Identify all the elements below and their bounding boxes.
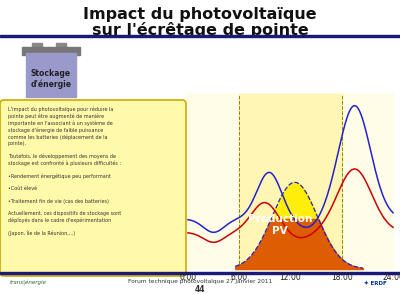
Bar bbox=[239, 94, 342, 269]
Text: Impact du photovoltaïque: Impact du photovoltaïque bbox=[83, 8, 317, 23]
Text: sur l'écrêtage de pointe: sur l'écrêtage de pointe bbox=[92, 22, 308, 38]
Bar bbox=[188, 94, 393, 269]
Text: 44: 44 bbox=[195, 285, 205, 293]
Bar bbox=[188, 94, 393, 269]
Text: trans|énergie: trans|énergie bbox=[10, 280, 46, 286]
Text: 12:00: 12:00 bbox=[280, 273, 301, 281]
FancyBboxPatch shape bbox=[0, 100, 186, 276]
Bar bbox=[56, 43, 66, 49]
Text: 0:00: 0:00 bbox=[180, 273, 196, 281]
Bar bbox=[32, 43, 42, 49]
Text: Stockage
d'énergie: Stockage d'énergie bbox=[30, 69, 72, 89]
Text: L'impact du photovoltaïque pour réduire la
pointe peut être augmenté de manière
: L'impact du photovoltaïque pour réduire … bbox=[8, 107, 121, 236]
Text: 24:00: 24:00 bbox=[382, 273, 400, 281]
Bar bbox=[22, 47, 80, 55]
Text: ✦ ERDF: ✦ ERDF bbox=[364, 280, 386, 285]
Bar bbox=[0, 35, 400, 37]
Text: 18:00: 18:00 bbox=[331, 273, 353, 281]
Bar bbox=[26, 53, 76, 97]
Bar bbox=[0, 272, 400, 274]
Text: Forum technique photovoltaïque 27 janvier 2011: Forum technique photovoltaïque 27 janvie… bbox=[128, 278, 272, 283]
Text: Production
PV: Production PV bbox=[248, 214, 312, 236]
Text: 6:00: 6:00 bbox=[231, 273, 248, 281]
